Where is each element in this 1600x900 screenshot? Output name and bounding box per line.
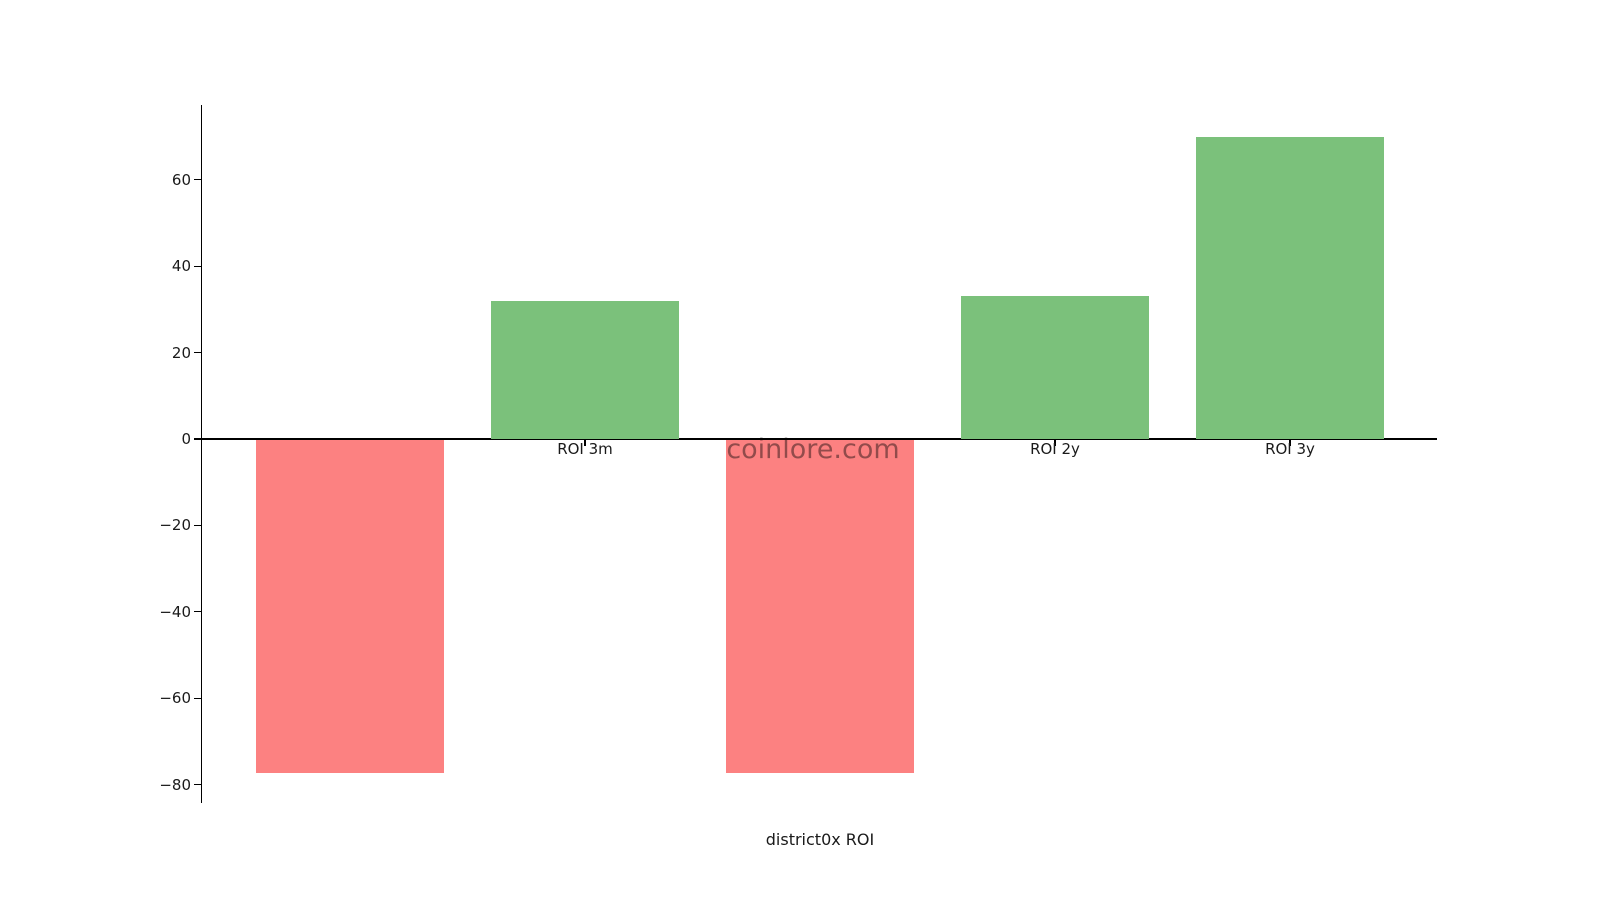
y-tick-label: −20 [159,516,191,535]
x-tick-mark [1289,439,1291,446]
y-tick-mark [194,265,201,267]
x-axis-title: district0x ROI [765,830,875,849]
y-tick-label: −40 [159,602,191,621]
x-tick-mark [584,439,586,446]
y-tick-mark [194,697,201,699]
y-tick-label: −60 [159,689,191,708]
y-tick-label: −80 [159,775,191,794]
y-tick-label: 0 [181,430,191,448]
bar-hidden-label-2 [726,440,914,773]
bar-roi-2y [961,296,1149,439]
y-tick-mark [194,611,201,613]
y-tick-mark [194,352,201,354]
y-tick-mark [194,438,201,440]
y-tick-label: 40 [171,257,191,276]
x-tick-label-roi-3m: ROI 3m [557,440,613,458]
x-tick-label-roi-3y: ROI 3y [1265,440,1315,458]
x-axis-zero-line [201,438,1437,440]
y-tick-mark [194,179,201,181]
bar-roi-3y [1196,136,1384,439]
bar-hidden-label-0 [256,440,444,773]
y-tick-label: 60 [171,170,191,189]
watermark-text: coinlore.com [726,434,900,465]
y-tick-mark [194,524,201,527]
x-tick-mark [1054,439,1056,446]
y-tick-label: 20 [171,343,191,362]
y-tick-mark [194,784,201,786]
y-axis-spine [201,105,203,803]
bar-roi-3m [491,300,679,439]
x-tick-label-roi-2y: ROI 2y [1030,440,1080,458]
